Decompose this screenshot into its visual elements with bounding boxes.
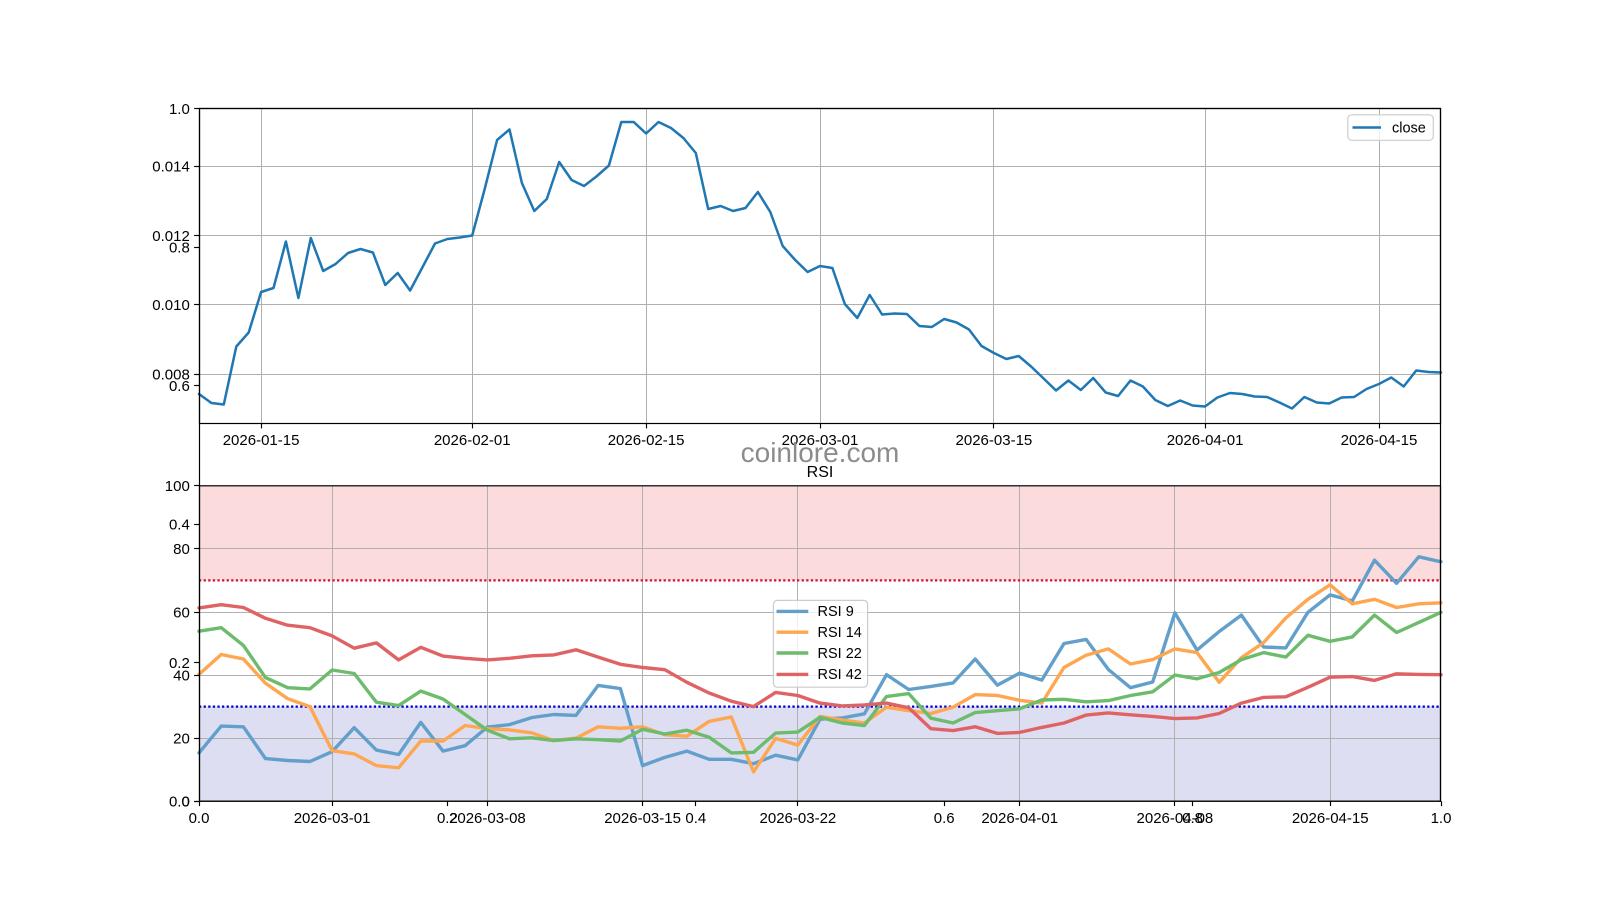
svg-text:2026-03-01: 2026-03-01 <box>782 432 859 449</box>
svg-text:2026-02-01: 2026-02-01 <box>434 432 511 449</box>
svg-text:0.4: 0.4 <box>169 516 190 533</box>
svg-text:2026-03-08: 2026-03-08 <box>449 810 526 827</box>
svg-text:2026-04-15: 2026-04-15 <box>1292 810 1369 827</box>
svg-text:2026-03-15: 2026-03-15 <box>604 810 681 827</box>
svg-text:0.6: 0.6 <box>934 810 955 827</box>
svg-text:RSI 42: RSI 42 <box>818 667 862 683</box>
svg-text:2026-04-15: 2026-04-15 <box>1341 432 1418 449</box>
svg-text:0.012: 0.012 <box>152 228 190 245</box>
svg-text:1.0: 1.0 <box>1431 810 1452 827</box>
svg-text:100: 100 <box>165 478 190 495</box>
svg-text:40: 40 <box>173 667 190 684</box>
svg-text:0.4: 0.4 <box>685 810 706 827</box>
svg-text:80: 80 <box>173 541 190 558</box>
svg-text:2026-04-08: 2026-04-08 <box>1137 810 1214 827</box>
svg-text:0.2: 0.2 <box>169 655 190 672</box>
svg-text:2026-03-15: 2026-03-15 <box>956 432 1033 449</box>
svg-text:2026-03-01: 2026-03-01 <box>294 810 371 827</box>
svg-text:RSI 22: RSI 22 <box>818 646 862 662</box>
svg-text:0.8: 0.8 <box>1182 810 1203 827</box>
svg-text:0.010: 0.010 <box>152 297 190 314</box>
svg-text:1.0: 1.0 <box>169 101 190 118</box>
svg-text:0.014: 0.014 <box>152 159 190 176</box>
svg-text:close: close <box>1392 120 1426 136</box>
svg-text:coinlore.com: coinlore.com <box>741 437 900 468</box>
svg-text:2026-04-01: 2026-04-01 <box>981 810 1058 827</box>
svg-text:2026-04-01: 2026-04-01 <box>1167 432 1244 449</box>
svg-text:0.6: 0.6 <box>169 378 190 395</box>
svg-text:60: 60 <box>173 604 190 621</box>
svg-text:0: 0 <box>181 794 189 811</box>
svg-text:2026-01-15: 2026-01-15 <box>223 432 300 449</box>
svg-text:RSI 9: RSI 9 <box>818 604 854 620</box>
svg-text:0.8: 0.8 <box>169 239 190 256</box>
svg-text:0.0: 0.0 <box>169 794 190 811</box>
svg-text:2026-02-15: 2026-02-15 <box>608 432 685 449</box>
svg-text:2026-03-22: 2026-03-22 <box>760 810 837 827</box>
svg-text:RSI 14: RSI 14 <box>818 625 862 641</box>
svg-text:RSI: RSI <box>807 464 834 481</box>
svg-text:0.0: 0.0 <box>189 810 210 827</box>
svg-text:0.2: 0.2 <box>437 810 458 827</box>
svg-text:0.008: 0.008 <box>152 367 190 384</box>
svg-text:20: 20 <box>173 730 190 747</box>
